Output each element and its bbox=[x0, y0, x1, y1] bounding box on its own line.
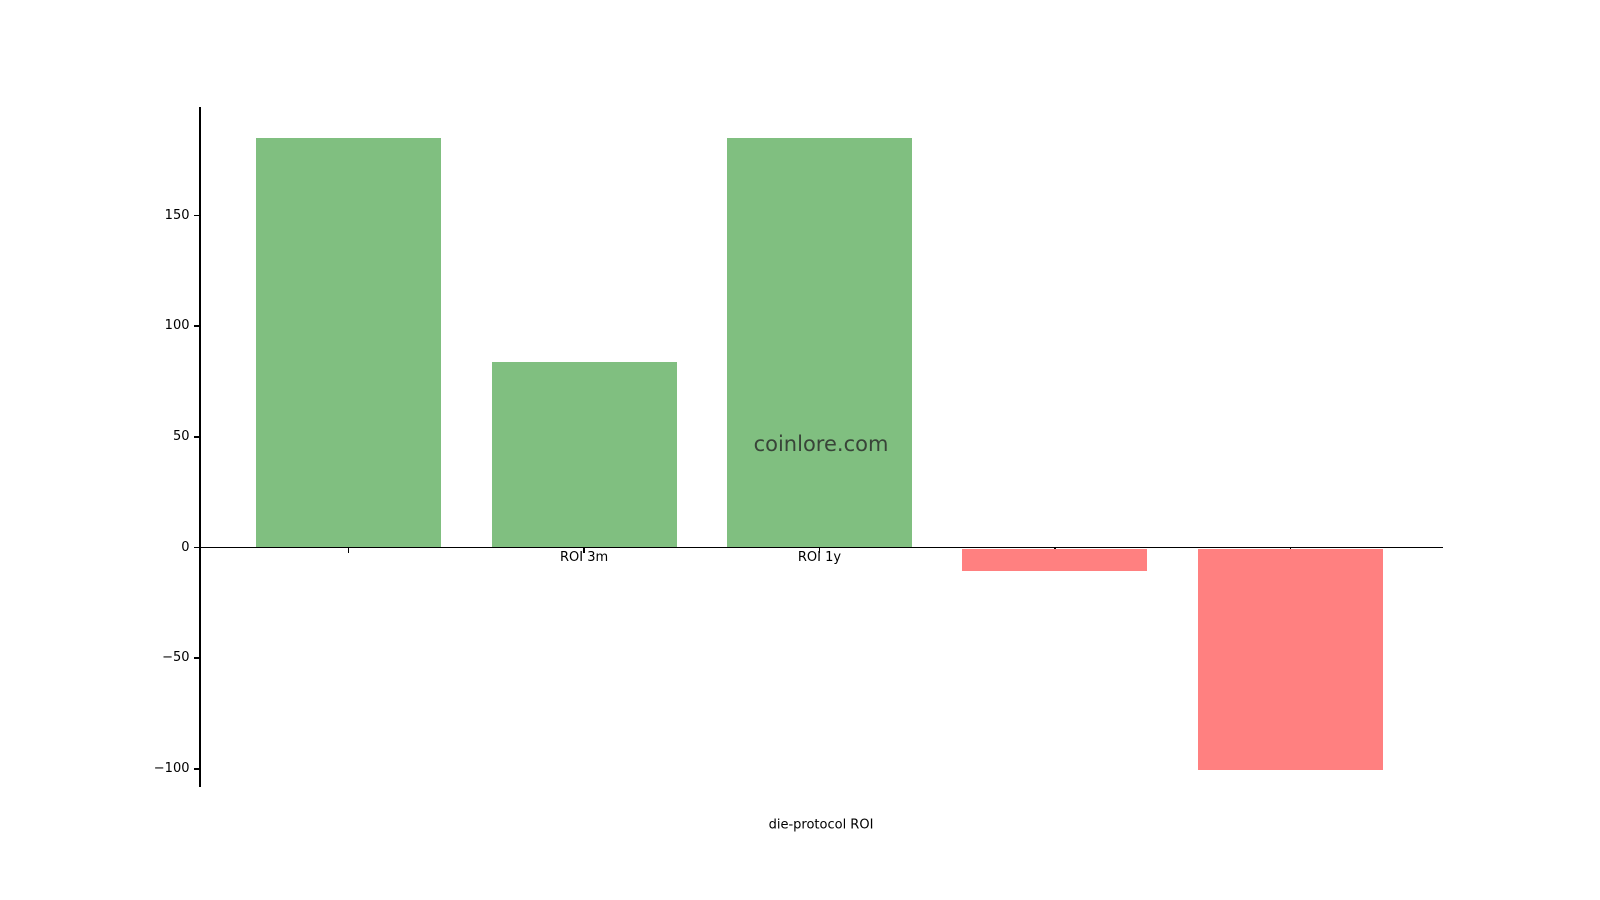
x-tick-label: ROI 3m bbox=[560, 549, 609, 565]
y-tick-mark bbox=[193, 214, 200, 217]
bar bbox=[491, 361, 677, 548]
bar bbox=[962, 548, 1148, 571]
bar bbox=[1197, 548, 1383, 770]
y-tick-label: 100 bbox=[164, 318, 190, 334]
y-tick-mark bbox=[193, 657, 200, 659]
y-tick-mark bbox=[193, 325, 200, 327]
y-tick-label: −50 bbox=[162, 650, 190, 666]
x-axis-label: die-protocol ROI bbox=[768, 817, 874, 833]
y-tick-label: 0 bbox=[181, 539, 190, 555]
x-tick-mark bbox=[348, 547, 350, 553]
x-tick-mark bbox=[583, 547, 585, 553]
x-tick-mark bbox=[818, 547, 821, 553]
bar bbox=[727, 138, 912, 548]
x-tick-label: ROI 1y bbox=[797, 549, 842, 565]
y-tick-mark bbox=[193, 546, 200, 549]
y-tick-label: −100 bbox=[153, 760, 190, 776]
y-tick-mark bbox=[193, 436, 200, 438]
watermark: coinlore.com bbox=[753, 432, 889, 456]
y-tick-mark bbox=[193, 768, 200, 770]
bar bbox=[256, 138, 442, 548]
y-tick-label: 150 bbox=[164, 207, 190, 223]
y-tick-label: 50 bbox=[172, 428, 190, 444]
x-axis-zero-line bbox=[199, 546, 1443, 548]
y-axis-spine bbox=[199, 107, 201, 787]
